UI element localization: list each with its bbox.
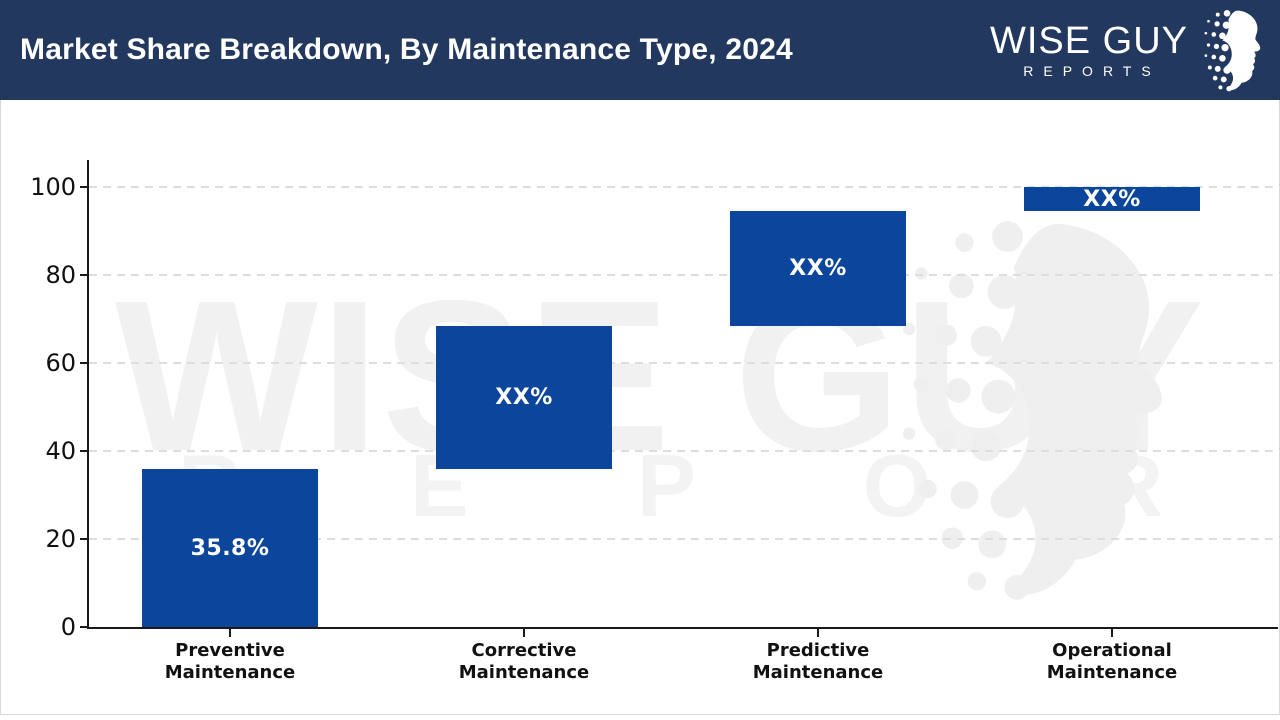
- x-category-label-preventive-maintenance: Preventive Maintenance: [90, 640, 370, 684]
- gridline-y-40: [89, 450, 1278, 452]
- x-category-label-line: Operational: [1052, 640, 1172, 661]
- logo-subtitle: REPORTS: [1023, 63, 1161, 79]
- x-category-label-line: Corrective: [471, 640, 577, 661]
- y-tick-label: 80: [45, 261, 76, 289]
- x-tick-mark: [523, 629, 525, 637]
- bar-preventive-maintenance: 35.8%: [142, 469, 318, 627]
- x-category-label-line: Predictive: [766, 640, 870, 661]
- gridline-y-20: [89, 538, 1278, 540]
- x-tick-mark: [817, 629, 819, 637]
- x-category-label-operational-maintenance: Operational Maintenance: [972, 640, 1252, 684]
- gridline-y-60: [89, 362, 1278, 364]
- y-tick-label: 0: [60, 613, 76, 641]
- logo-wordmark: WISE GUY: [989, 20, 1188, 62]
- y-tick-mark: [80, 362, 88, 364]
- y-tick-label: 20: [45, 525, 76, 553]
- y-tick-label: 60: [45, 349, 76, 377]
- x-category-label-predictive-maintenance: Predictive Maintenance: [678, 640, 958, 684]
- y-tick-label: 40: [45, 437, 76, 465]
- wise-guy-reports-logo: WISE GUY REPORTS: [990, 22, 1188, 78]
- watermark-dotted-head-icon: [902, 221, 1162, 600]
- bar-corrective-maintenance: XX%: [436, 326, 612, 470]
- y-tick-mark: [80, 538, 88, 540]
- x-axis-spine: [87, 627, 1278, 629]
- bar-value-label: 35.8%: [190, 535, 270, 561]
- x-category-label-line: Maintenance: [1046, 662, 1178, 683]
- y-tick-label: 100: [30, 173, 76, 201]
- x-category-label-line: Maintenance: [458, 662, 590, 683]
- y-tick-mark: [80, 274, 88, 276]
- bar-value-label: XX%: [495, 385, 553, 411]
- x-category-label-line: Maintenance: [752, 662, 884, 683]
- gridline-y-80: [89, 274, 1278, 276]
- x-tick-mark: [229, 629, 231, 637]
- bar-value-label: XX%: [1083, 186, 1141, 212]
- x-tick-mark: [1111, 629, 1113, 637]
- x-category-label-line: Preventive: [175, 640, 285, 661]
- y-tick-mark: [80, 450, 88, 452]
- y-tick-mark: [80, 626, 88, 628]
- bar-operational-maintenance: XX%: [1024, 186, 1200, 212]
- x-category-label-corrective-maintenance: Corrective Maintenance: [384, 640, 664, 684]
- x-category-label-line: Maintenance: [164, 662, 296, 683]
- page-title: Market Share Breakdown, By Maintenance T…: [20, 33, 793, 66]
- bar-predictive-maintenance: XX%: [730, 211, 906, 327]
- header-bar: Market Share Breakdown, By Maintenance T…: [0, 0, 1280, 100]
- y-axis-spine: [87, 160, 89, 628]
- gridline-y-100: [89, 186, 1278, 188]
- dotted-head-logo-icon: [1204, 9, 1261, 92]
- bar-value-label: XX%: [789, 256, 847, 282]
- y-tick-mark: [80, 186, 88, 188]
